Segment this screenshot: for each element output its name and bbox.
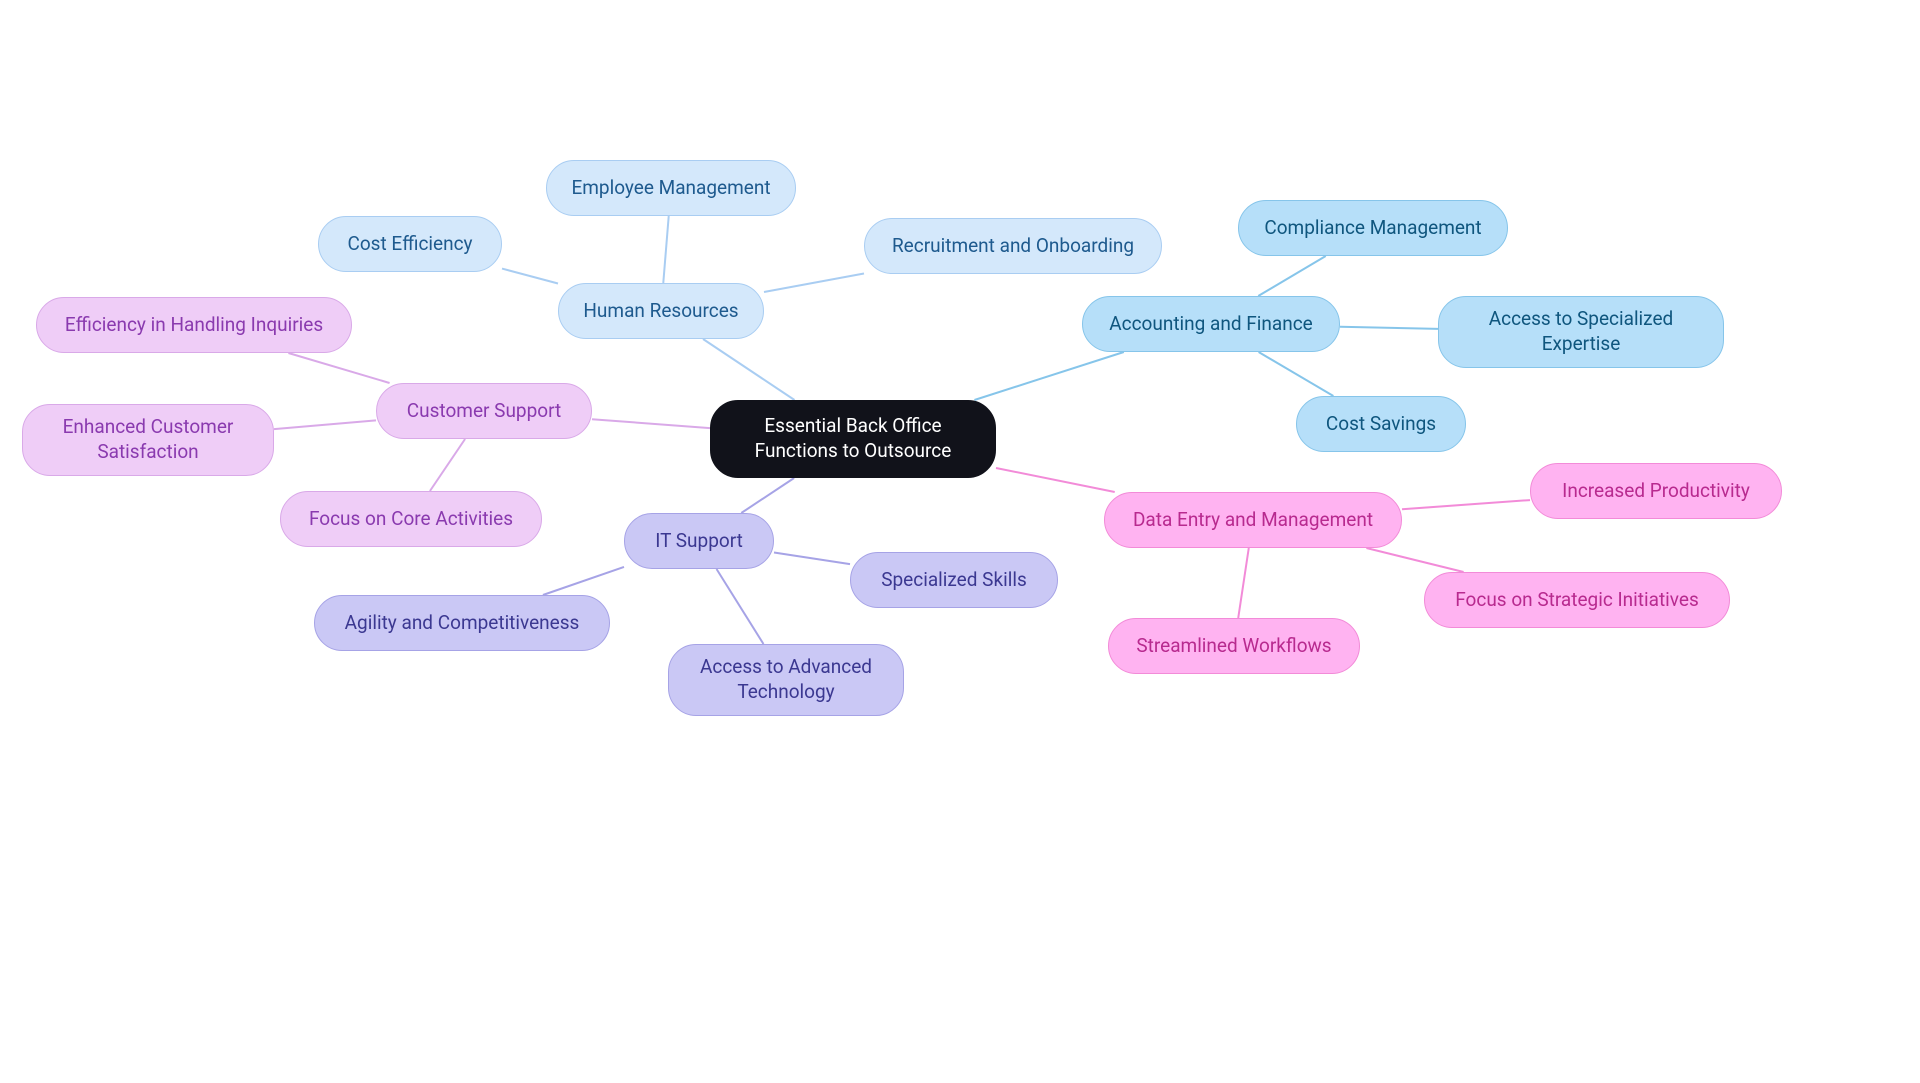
mindmap-node-hr_rec: Recruitment and Onboarding [864,218,1162,274]
mindmap-node-it_tech: Access to Advanced Technology [668,644,904,716]
mindmap-node-cs_sat: Enhanced Customer Satisfaction [22,404,274,476]
mindmap-edge [1340,327,1438,329]
mindmap-edge [274,420,376,429]
mindmap-edge [1402,500,1530,509]
mindmap-node-data_prod: Increased Productivity [1530,463,1782,519]
mindmap-node-acc_comp: Compliance Management [1238,200,1508,256]
mindmap-edge [764,274,864,292]
mindmap-node-data: Data Entry and Management [1104,492,1402,548]
mindmap-node-acc_expert: Access to Specialized Expertise [1438,296,1724,368]
mindmap-node-cs: Customer Support [376,383,592,439]
mindmap-edge [717,569,764,644]
mindmap-edges [0,0,1920,1083]
mindmap-node-it_agil: Agility and Competitiveness [314,595,610,651]
mindmap-node-center: Essential Back Office Functions to Outso… [710,400,996,478]
mindmap-edge [288,353,389,383]
mindmap-edge [774,552,850,564]
mindmap-edge [996,468,1115,492]
mindmap-edge [430,439,465,491]
mindmap-edge [1238,548,1249,618]
mindmap-node-hr: Human Resources [558,283,764,339]
mindmap-edge [703,339,795,400]
mindmap-edge [592,419,710,428]
mindmap-edge [1259,352,1334,396]
mindmap-node-it_skill: Specialized Skills [850,552,1058,608]
mindmap-node-hr_emp: Employee Management [546,160,796,216]
mindmap-edge [1258,256,1326,296]
mindmap-edge [741,478,794,513]
mindmap-node-it: IT Support [624,513,774,569]
mindmap-node-hr_cost: Cost Efficiency [318,216,502,272]
mindmap-edge [974,352,1123,400]
mindmap-node-data_strat: Focus on Strategic Initiatives [1424,572,1730,628]
mindmap-node-acc_cost: Cost Savings [1296,396,1466,452]
mindmap-edge [543,567,624,595]
mindmap-edge [502,269,558,284]
mindmap-node-acc: Accounting and Finance [1082,296,1340,352]
mindmap-node-cs_eff: Efficiency in Handling Inquiries [36,297,352,353]
mindmap-edge [663,216,668,283]
mindmap-node-cs_core: Focus on Core Activities [280,491,542,547]
mindmap-node-data_stream: Streamlined Workflows [1108,618,1360,674]
mindmap-edge [1366,548,1463,572]
